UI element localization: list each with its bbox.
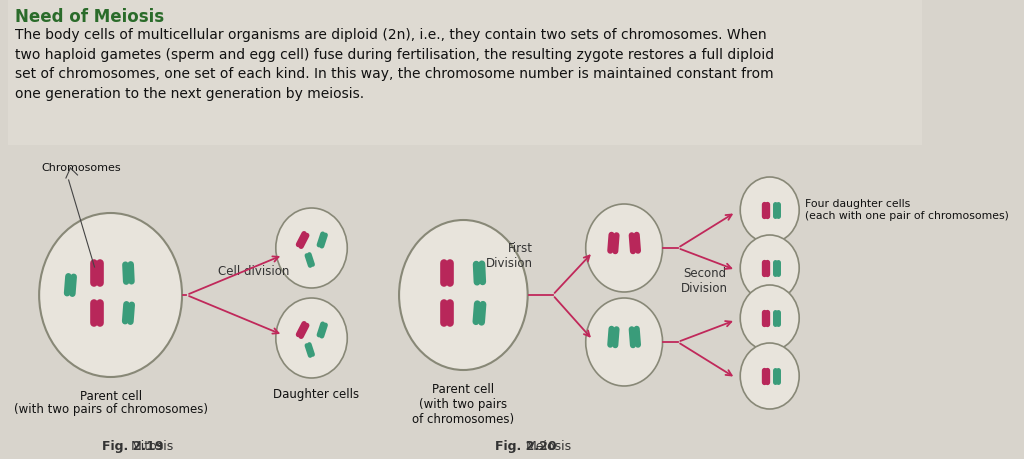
Text: Meiosis: Meiosis	[526, 440, 572, 453]
Text: Cell division: Cell division	[218, 265, 289, 278]
Ellipse shape	[39, 213, 182, 377]
Text: (with two pairs of chromosomes): (with two pairs of chromosomes)	[13, 403, 208, 416]
Ellipse shape	[399, 220, 527, 370]
Text: Chromosomes: Chromosomes	[42, 163, 122, 173]
Text: Parent cell
(with two pairs
of chromosomes): Parent cell (with two pairs of chromosom…	[413, 383, 514, 426]
Text: Parent cell: Parent cell	[80, 390, 141, 403]
Text: Fig. 2.19: Fig. 2.19	[101, 440, 163, 453]
Ellipse shape	[275, 208, 347, 288]
Bar	[8, 0, 923, 145]
Text: Fig. 2.20: Fig. 2.20	[495, 440, 556, 453]
Ellipse shape	[275, 298, 347, 378]
Text: Four daughter cells
(each with one pair of chromosomes): Four daughter cells (each with one pair …	[805, 199, 1009, 221]
Ellipse shape	[740, 177, 799, 243]
Ellipse shape	[586, 298, 663, 386]
Ellipse shape	[740, 343, 799, 409]
Text: First
Division: First Division	[486, 242, 534, 270]
Bar	[8, 145, 923, 459]
Text: Mitosis: Mitosis	[131, 440, 174, 453]
Ellipse shape	[740, 285, 799, 351]
Text: The body cells of multicellular organisms are diploid (2n), i.e., they contain t: The body cells of multicellular organism…	[15, 28, 774, 101]
Ellipse shape	[740, 235, 799, 301]
Text: Daughter cells: Daughter cells	[273, 388, 359, 401]
Text: Second
Division: Second Division	[681, 267, 728, 295]
Text: Need of Meiosis: Need of Meiosis	[15, 8, 164, 26]
Ellipse shape	[586, 204, 663, 292]
